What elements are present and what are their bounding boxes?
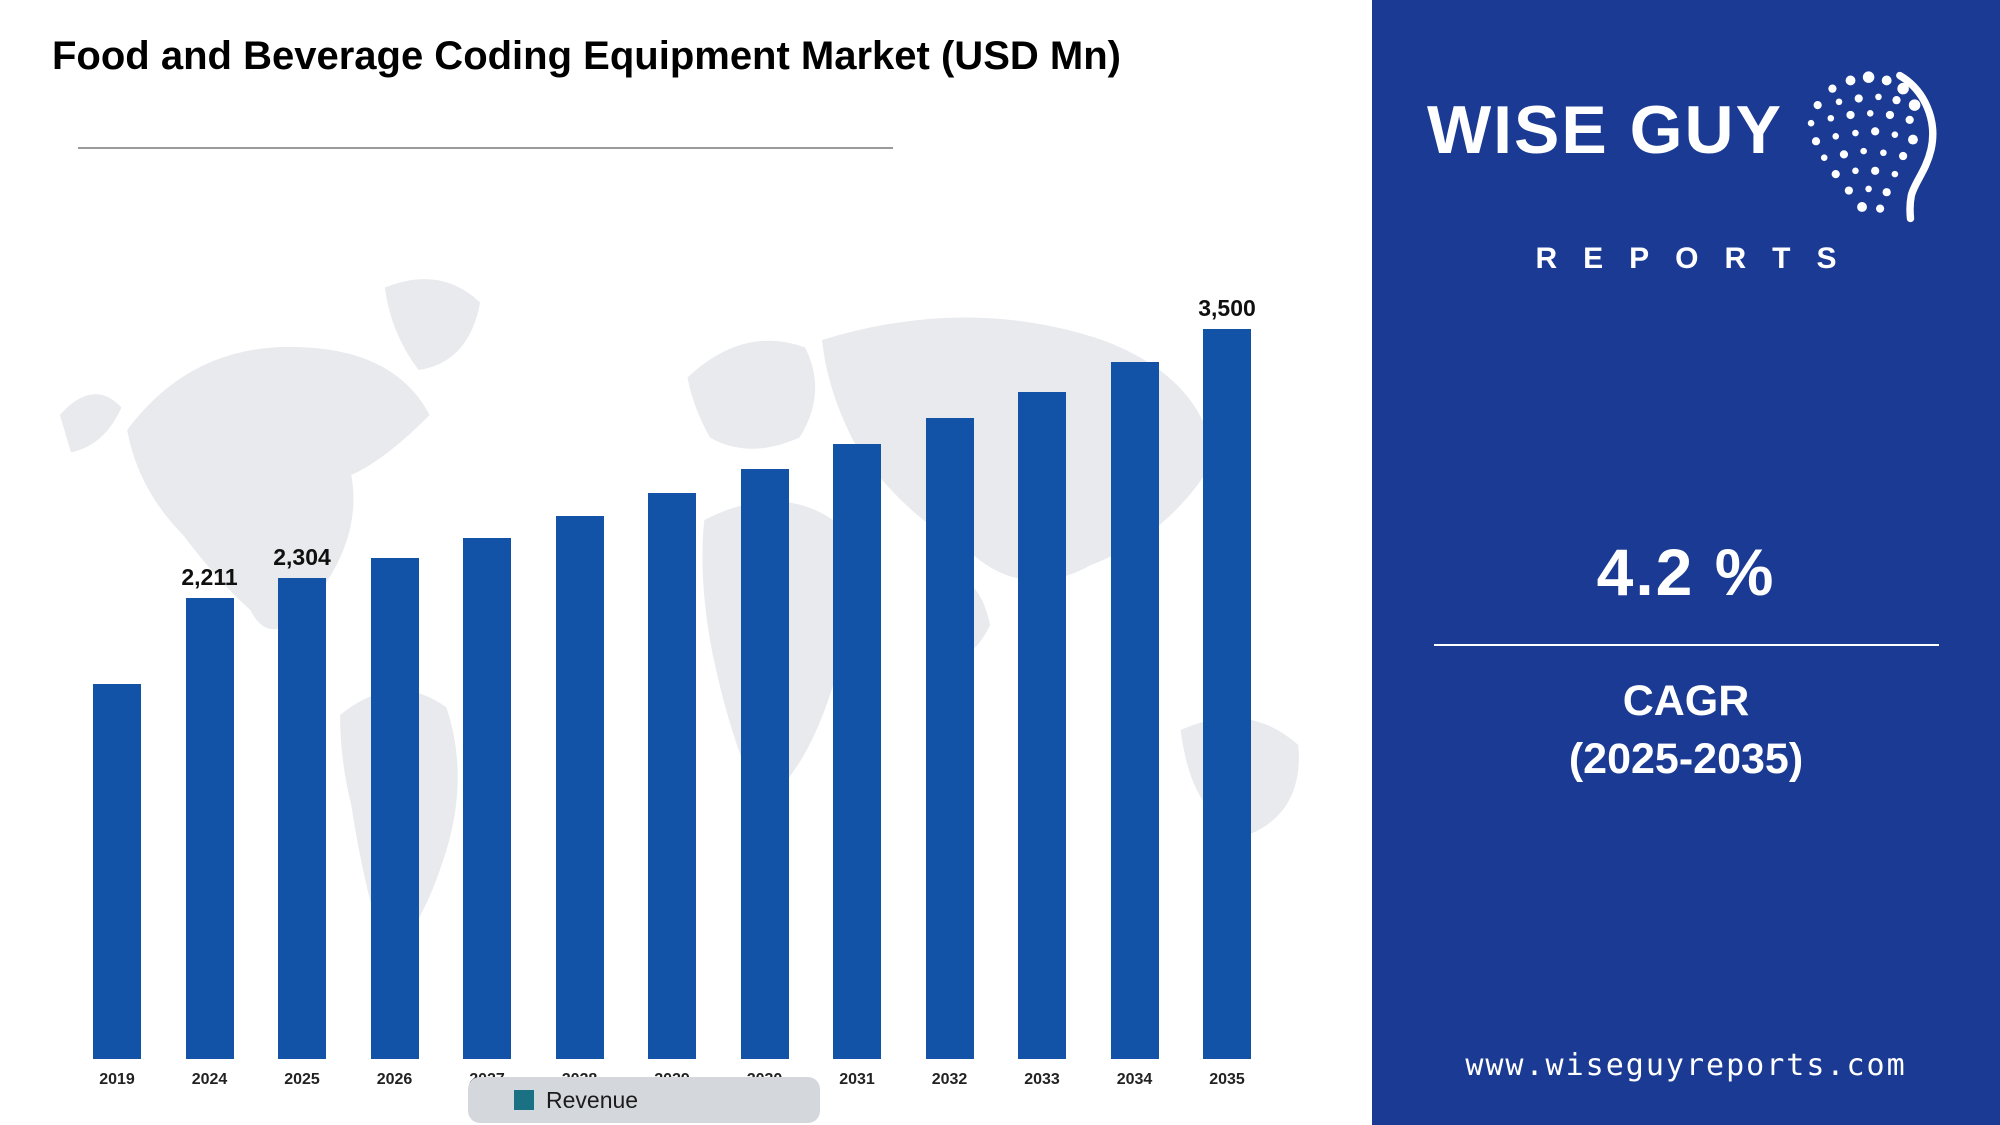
sidebar: WISE GUY REPORTS 4.2 % CAGR (	[1372, 0, 2000, 1125]
revenue-bar-2030	[740, 469, 789, 1059]
x-axis-tick-2019: 2019	[99, 1071, 135, 1088]
revenue-bar-2035	[1203, 329, 1251, 1059]
dotted-head-profile-icon	[1807, 71, 1937, 223]
revenue-bar-2029	[648, 493, 696, 1059]
cagr-block: 4.2 % CAGR (2025-2035)	[1372, 534, 2000, 788]
x-axis-tick-2032: 2032	[931, 1071, 968, 1088]
cagr-divider	[1433, 644, 1939, 646]
x-axis-tick-2026: 2026	[376, 1071, 413, 1088]
bar-group-2028: 2028	[544, 508, 616, 1095]
chart-title: Food and Beverage Coding Equipment Marke…	[52, 34, 1121, 78]
revenue-bar-2033	[1018, 392, 1066, 1059]
bar-group-2035: 3,500 2035	[1191, 295, 1263, 1095]
x-axis-tick-2031: 2031	[839, 1071, 875, 1088]
revenue-bar-2026	[370, 558, 419, 1059]
cagr-label: CAGR (2025-2035)	[1372, 672, 2000, 788]
bar-group-2029: 2029	[636, 485, 708, 1095]
title-divider	[78, 147, 893, 149]
bar-group-2019: 2019	[81, 676, 153, 1095]
revenue-bar-2027	[463, 538, 511, 1059]
revenue-bar-2031	[833, 444, 881, 1059]
cagr-value: 4.2 %	[1596, 535, 1776, 609]
bar-value-label-2025: 2,304	[273, 544, 331, 570]
bar-value-label-2035: 3,500	[1198, 295, 1256, 321]
revenue-bar-2028	[555, 516, 604, 1059]
x-axis-tick-2035: 2035	[1209, 1071, 1245, 1088]
wise-guy-reports-logo: WISE GUY REPORTS	[1372, 68, 2000, 276]
bar-group-2031: 2031	[821, 436, 893, 1095]
x-axis-tick-2034: 2034	[1116, 1071, 1153, 1088]
revenue-bar-2024	[185, 598, 234, 1059]
x-axis-tick-2033: 2033	[1024, 1071, 1060, 1088]
website-link[interactable]: www.wiseguyreports.com	[1465, 1048, 1907, 1083]
revenue-bar-2032	[925, 418, 974, 1059]
revenue-bar-2019	[93, 684, 141, 1059]
x-axis-tick-2024: 2024	[191, 1071, 228, 1088]
bar-group-2027: 2027	[451, 530, 523, 1095]
bar-group-2033: 2033	[1006, 384, 1078, 1095]
revenue-bar-2025	[278, 578, 326, 1059]
cagr-label-line1: CAGR	[1622, 677, 1750, 725]
logo-subtitle: REPORTS	[1535, 242, 1863, 275]
bar-chart: 2019 2,211 2024 2,304 2025 2026 2027 2028 2029 20…	[81, 295, 1263, 1095]
cagr-label-line2: (2025-2035)	[1568, 735, 1804, 784]
chart-panel: Food and Beverage Coding Equipment Marke…	[52, 34, 1299, 1123]
bar-group-2034: 2034	[1099, 354, 1171, 1095]
bar-group-2026: 2026	[359, 550, 431, 1095]
x-axis-tick-2025: 2025	[284, 1071, 320, 1088]
revenue-bar-2034	[1110, 362, 1159, 1059]
bar-value-label-2024: 2,211	[181, 564, 238, 590]
bar-group-2024: 2,211 2024	[174, 564, 246, 1095]
legend: Revenue	[468, 1077, 820, 1123]
legend-label-revenue[interactable]: Revenue	[546, 1086, 639, 1113]
logo-wordmark: WISE GUY	[1426, 92, 1784, 168]
bar-group-2030: 2030	[729, 461, 801, 1095]
bar-group-2032: 2032	[914, 410, 986, 1095]
legend-swatch-revenue[interactable]	[514, 1090, 534, 1110]
bar-group-2025: 2,304 2025	[266, 544, 338, 1095]
